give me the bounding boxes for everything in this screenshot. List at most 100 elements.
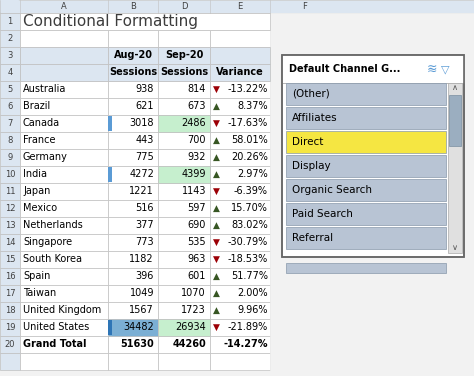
Text: 26934: 26934: [175, 322, 206, 332]
Text: United States: United States: [23, 322, 89, 332]
Bar: [108, 115, 158, 132]
Bar: [286, 227, 446, 249]
Bar: [108, 217, 158, 234]
Bar: [108, 13, 158, 30]
Text: Conditional Formatting: Conditional Formatting: [23, 14, 198, 29]
Text: 6: 6: [7, 102, 13, 111]
Bar: [286, 107, 446, 129]
Bar: [158, 285, 210, 302]
Text: 83.02%: 83.02%: [231, 220, 268, 230]
Text: -17.63%: -17.63%: [228, 118, 268, 128]
Bar: [210, 302, 270, 319]
Bar: [210, 149, 270, 166]
Text: ∧: ∧: [452, 82, 458, 91]
Text: 1221: 1221: [129, 186, 154, 196]
Text: 938: 938: [136, 84, 154, 94]
Bar: [0, 183, 20, 200]
Text: 9.96%: 9.96%: [237, 305, 268, 315]
Text: 535: 535: [187, 237, 206, 247]
Text: Australia: Australia: [23, 84, 66, 94]
Bar: [270, 302, 474, 319]
Text: ▲: ▲: [213, 221, 220, 230]
Bar: [210, 115, 270, 132]
Bar: [210, 132, 270, 149]
Text: Netherlands: Netherlands: [23, 220, 83, 230]
Text: Germany: Germany: [23, 152, 68, 162]
Text: 1070: 1070: [182, 288, 206, 298]
Text: 396: 396: [136, 271, 154, 281]
Text: 516: 516: [136, 203, 154, 213]
Text: 2.97%: 2.97%: [237, 169, 268, 179]
Bar: [158, 353, 210, 370]
Bar: [270, 115, 474, 132]
Text: 34482: 34482: [123, 322, 154, 332]
Text: 1143: 1143: [182, 186, 206, 196]
Bar: [108, 353, 158, 370]
Text: ▲: ▲: [213, 306, 220, 315]
Text: 58.01%: 58.01%: [231, 135, 268, 145]
Bar: [20, 166, 108, 183]
Text: Aug-20: Aug-20: [113, 50, 153, 60]
Bar: [158, 64, 210, 81]
Text: Affiliates: Affiliates: [292, 113, 337, 123]
Bar: [108, 285, 158, 302]
Bar: [158, 166, 210, 183]
Text: 3: 3: [7, 51, 13, 60]
Text: 4399: 4399: [182, 169, 206, 179]
Text: 11: 11: [5, 186, 15, 196]
Text: 20.26%: 20.26%: [231, 152, 268, 162]
Text: 1049: 1049: [129, 288, 154, 298]
Bar: [210, 47, 270, 64]
Bar: [210, 13, 270, 30]
Bar: [158, 302, 210, 319]
Bar: [20, 319, 108, 336]
Bar: [210, 319, 270, 336]
Bar: [20, 149, 108, 166]
Bar: [0, 115, 20, 132]
Bar: [158, 64, 210, 81]
Text: 2.00%: 2.00%: [237, 288, 268, 298]
Bar: [20, 234, 108, 251]
Bar: [210, 81, 270, 98]
Bar: [270, 285, 474, 302]
Bar: [0, 319, 20, 336]
Text: 1567: 1567: [129, 305, 154, 315]
Text: -14.27%: -14.27%: [224, 339, 268, 349]
Bar: [0, 302, 20, 319]
Bar: [20, 217, 108, 234]
Text: ∨: ∨: [452, 243, 458, 252]
Bar: [210, 30, 270, 47]
Text: India: India: [23, 169, 47, 179]
Bar: [270, 319, 474, 336]
Text: Singapore: Singapore: [23, 237, 72, 247]
Text: Paid Search: Paid Search: [292, 209, 353, 219]
Text: 14: 14: [5, 238, 15, 247]
Bar: [0, 13, 20, 30]
Text: ▲: ▲: [213, 289, 220, 298]
Text: 443: 443: [136, 135, 154, 145]
Text: Variance: Variance: [216, 67, 264, 77]
Bar: [20, 64, 108, 81]
Bar: [210, 285, 270, 302]
Bar: [158, 30, 210, 47]
Bar: [20, 132, 108, 149]
Bar: [270, 132, 474, 149]
Bar: [286, 263, 446, 273]
Bar: [210, 217, 270, 234]
Bar: [158, 268, 210, 285]
Text: ▲: ▲: [213, 271, 220, 280]
Bar: [158, 251, 210, 268]
Bar: [158, 47, 210, 64]
Bar: [108, 183, 158, 200]
Bar: [108, 268, 158, 285]
Bar: [448, 83, 462, 253]
Bar: [210, 200, 270, 217]
Text: 10: 10: [5, 170, 15, 179]
Text: 690: 690: [188, 220, 206, 230]
Bar: [282, 55, 464, 257]
Bar: [210, 166, 270, 183]
Text: 19: 19: [5, 323, 15, 332]
Text: 673: 673: [188, 101, 206, 111]
Bar: [108, 81, 158, 98]
Bar: [0, 30, 20, 47]
